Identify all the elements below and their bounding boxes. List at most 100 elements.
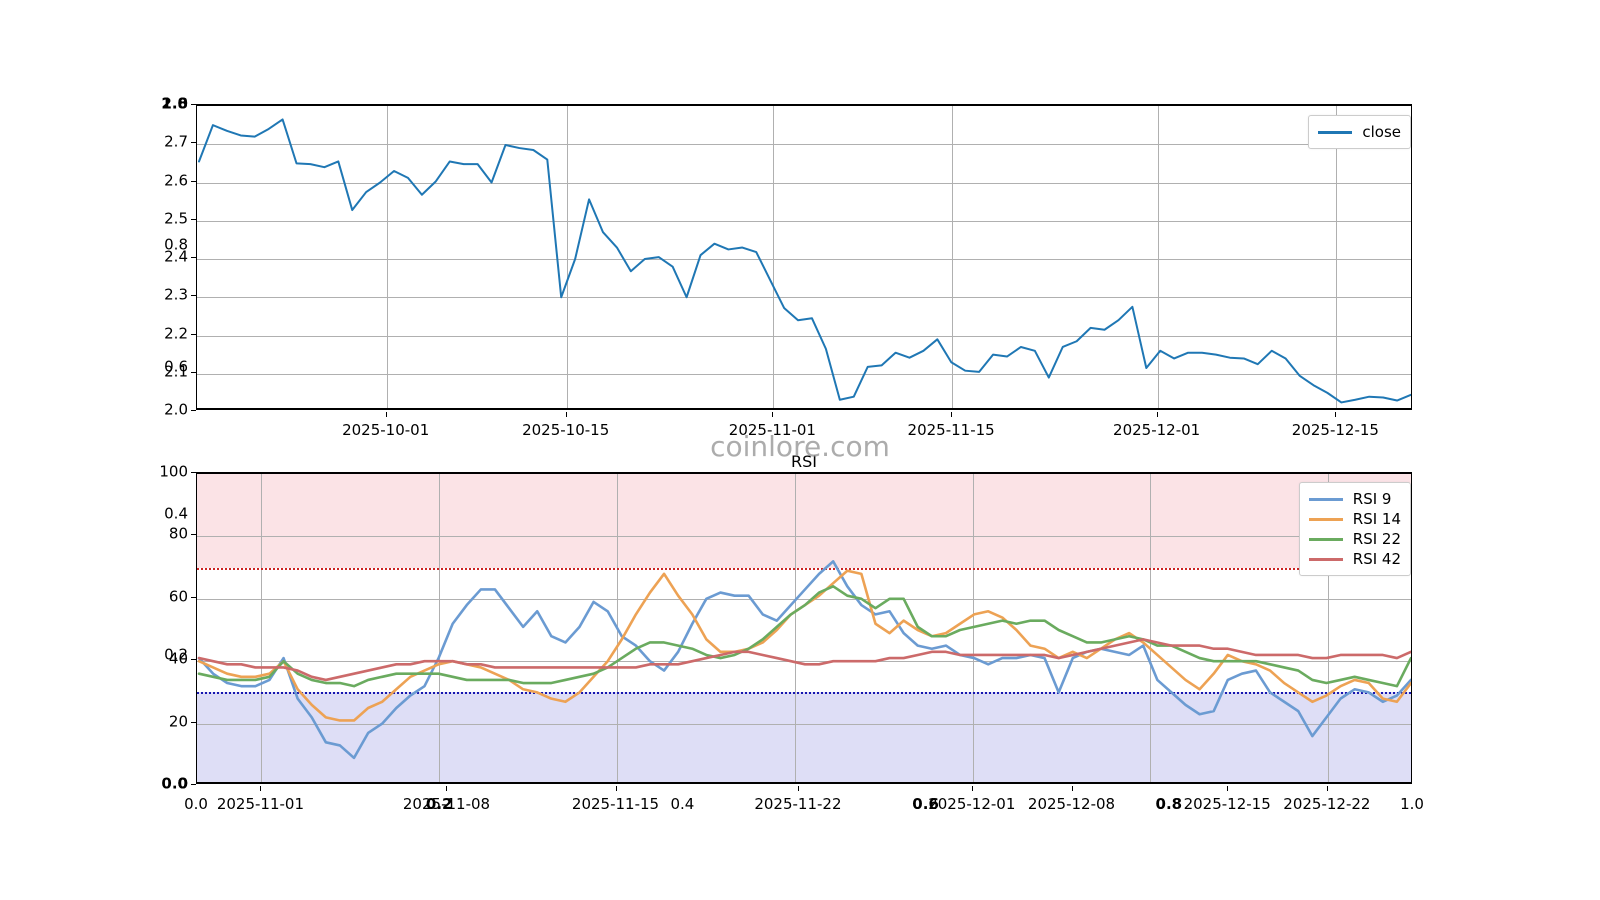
rsi-legend[interactable]: RSI 9 RSI 14 RSI 22 RSI 42 [1298, 482, 1411, 576]
legend-item-rsi-42[interactable]: RSI 42 [1308, 549, 1401, 569]
rsi-gridline-vertical [1327, 474, 1329, 782]
price-y-tick-mark [191, 295, 196, 297]
legend-item-rsi-9[interactable]: RSI 9 [1308, 489, 1401, 509]
rsi-gridline-horizontal [197, 536, 1411, 538]
rsi-y-tick-label: 20 [168, 712, 188, 731]
price-y-axis: 2.8 2.7 2.6 2.5 2.4 2.3 2.2 2.1 2.0 1.0 0.8 0.6 [140, 96, 188, 417]
rsi-y-tick-overlay-label: 0.2 [164, 645, 188, 664]
rsi-x-tick-overlay-label: 0.8 [1155, 795, 1183, 813]
price-plot-area [197, 106, 1411, 408]
rsi-gridline-horizontal [197, 661, 1411, 663]
legend-item-rsi-22[interactable]: RSI 22 [1308, 529, 1401, 549]
legend-label: RSI 9 [1352, 490, 1392, 508]
rsi-y-tick-mark [191, 784, 196, 785]
rsi-x-tick-label: 2025-12-15 [1183, 795, 1271, 813]
price-y-tick-mark [191, 180, 196, 182]
overbought-band [197, 474, 1411, 568]
price-x-axis: 2025-10-01 2025-10-15 2025-11-01 2025-11-15… [196, 423, 1412, 445]
price-y-tick-overlay-label: 1.0 [161, 94, 188, 113]
price-gridline-horizontal [197, 144, 1411, 146]
rsi-chart-panel: RSI 9 RSI 14 RSI 22 RSI 42 [196, 472, 1412, 784]
price-gridline-horizontal [197, 335, 1411, 337]
price-x-tick-mark [1156, 412, 1158, 417]
price-y-tick-mark [191, 333, 196, 335]
rsi-y-tick-mark [191, 596, 196, 598]
price-gridline-vertical [1336, 106, 1338, 408]
price-x-tick-label: 2025-11-01 [728, 421, 816, 439]
price-gridline-vertical [952, 106, 954, 408]
rsi-gridline-vertical [438, 474, 440, 782]
price-gridline-horizontal [197, 220, 1411, 222]
price-y-tick-overlay-label: 0.8 [164, 235, 188, 254]
price-gridline-vertical [1157, 106, 1159, 408]
price-x-tick-mark [385, 412, 387, 417]
rsi-gridline-vertical [1150, 474, 1152, 782]
legend-swatch-icon [1308, 557, 1343, 561]
rsi-x-tick-label: 2025-11-01 [216, 795, 305, 813]
rsi-x-tick-overlay-label: 0.4 [670, 795, 695, 813]
rsi-y-tick-overlay-label: 0.4 [164, 504, 188, 523]
overbought-threshold-line [197, 567, 1411, 570]
rsi-y-tick-label: 60 [168, 587, 188, 606]
price-x-tick-mark [565, 412, 567, 417]
price-gridline-vertical [566, 106, 568, 408]
price-x-tick-mark [772, 412, 774, 417]
legend-item-rsi-14[interactable]: RSI 14 [1308, 509, 1401, 529]
price-legend[interactable]: close [1308, 115, 1411, 149]
legend-label: RSI 22 [1352, 530, 1401, 548]
price-y-tick-mark [191, 218, 196, 220]
price-y-tick-overlay-label: 0.6 [164, 357, 188, 376]
price-x-tick-mark [951, 412, 953, 417]
rsi-x-tick-label: 2025-11-22 [754, 795, 842, 813]
price-y-tick-label: 2.3 [164, 285, 188, 304]
rsi-series-group [197, 560, 1411, 760]
rsi-x-tick-overlay-label: 0.6 [912, 795, 939, 813]
rsi-x-tick-mark [260, 786, 262, 791]
rsi-x-tick-mark [971, 786, 973, 791]
price-gridline-horizontal [197, 297, 1411, 299]
legend-label: RSI 14 [1352, 510, 1401, 528]
price-series-close [198, 118, 1411, 404]
rsi-y-tick-label: 40 [168, 649, 188, 668]
watermark-text: coinlore.com [710, 430, 890, 463]
rsi-x-tick-mark [1227, 786, 1229, 791]
rsi-gridline-horizontal [197, 598, 1411, 600]
rsi-x-tick-mark [615, 786, 617, 791]
rsi-gridline-vertical [261, 474, 263, 782]
legend-label: RSI 42 [1352, 550, 1401, 568]
oversold-band [197, 692, 1411, 782]
legend-swatch-icon [1308, 517, 1343, 521]
price-y-tick-label: 2.0 [164, 400, 188, 419]
rsi-y-tick-mark [191, 534, 196, 536]
oversold-threshold-line [197, 692, 1411, 695]
price-y-tick-label: 2.8 [161, 94, 188, 113]
legend-label: close [1362, 123, 1401, 141]
legend-swatch-icon [1308, 537, 1343, 541]
price-y-tick-mark [191, 410, 196, 411]
rsi-x-tick-overlay-label: 1.0 [1400, 795, 1424, 813]
rsi-x-tick-mark [1326, 786, 1328, 791]
price-gridline-vertical [773, 106, 775, 408]
price-x-tick-label: 2025-10-15 [522, 421, 610, 439]
price-y-tick-label: 2.6 [164, 171, 188, 189]
price-gridline-vertical [386, 106, 388, 408]
rsi-x-tick-overlay-label: 0.2 [425, 795, 453, 813]
price-x-tick-label: 2025-12-15 [1291, 421, 1379, 439]
legend-item-close[interactable]: close [1318, 122, 1401, 142]
price-x-tick-label: 2025-11-15 [907, 421, 995, 439]
price-y-tick-mark [191, 142, 196, 144]
price-y-tick-mark [191, 104, 196, 105]
rsi-x-tick-label: 2025-12-01 [928, 795, 1016, 813]
rsi-x-tick-label: 2025-12-22 [1283, 795, 1371, 813]
rsi-x-axis: 2025-11-01 2025-11-08 2025-11-15 2025-11-22… [184, 795, 1424, 819]
price-y-tick-mark [191, 257, 196, 258]
price-x-tick-mark [1335, 412, 1337, 417]
rsi-y-tick-mark [191, 472, 196, 473]
rsi-x-tick-label: 2025-11-15 [571, 795, 660, 813]
rsi-gridline-horizontal [197, 723, 1411, 725]
rsi-x-tick-overlay-label: 0.0 [184, 795, 208, 813]
rsi-x-tick-mark [1071, 786, 1073, 791]
price-gridline-horizontal [197, 373, 1411, 375]
rsi-chart-title: RSI [791, 452, 817, 471]
